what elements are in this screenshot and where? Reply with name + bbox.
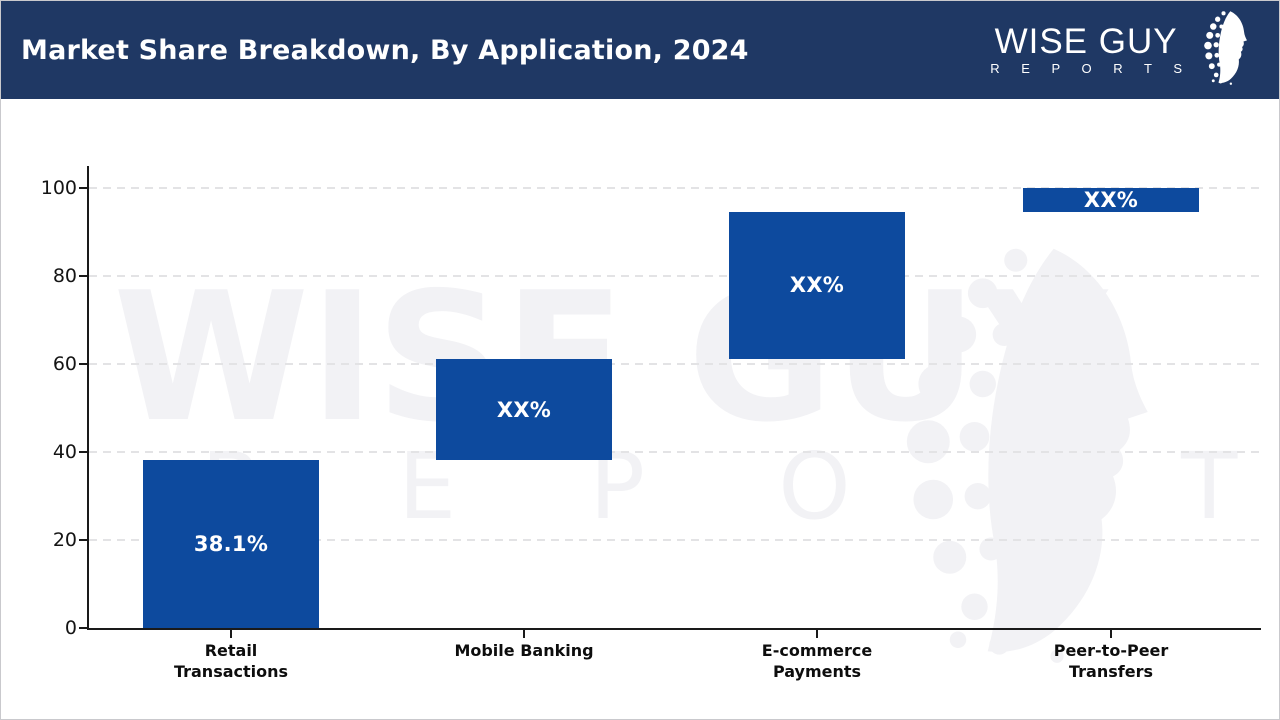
x-category-label: Peer-to-Peer Transfers <box>1053 641 1169 681</box>
y-axis-spine <box>87 166 89 630</box>
y-tick-label: 20 <box>52 529 77 551</box>
brand-logo: WISE GUY R E P O R T S <box>981 6 1269 94</box>
y-tick-label: 40 <box>52 441 77 463</box>
brand-wordmark: WISE GUY R E P O R T S <box>981 21 1191 77</box>
bar-value-label: XX% <box>496 397 552 422</box>
y-tick-mark <box>79 451 87 453</box>
y-tick-label: 80 <box>52 265 77 287</box>
bar: XX% <box>1023 188 1199 213</box>
brand-name: WISE GUY <box>994 21 1178 61</box>
header-bar: Market Share Breakdown, By Application, … <box>1 1 1279 99</box>
watermark-head-icon <box>906 248 1148 663</box>
bar-value-label: XX% <box>1083 188 1139 213</box>
y-tick-mark <box>79 187 87 189</box>
x-tick-mark <box>1110 630 1112 638</box>
x-category-label: Mobile Banking <box>454 641 594 660</box>
gridline <box>89 451 1259 453</box>
bar-value-label: 38.1% <box>193 532 269 557</box>
gridline <box>89 187 1259 189</box>
bar: XX% <box>729 212 905 359</box>
y-tick-mark <box>79 275 87 277</box>
x-tick-mark <box>523 630 525 638</box>
bar: 38.1% <box>143 460 319 628</box>
x-tick-mark <box>816 630 818 638</box>
y-tick-mark <box>79 539 87 541</box>
gridline <box>89 363 1259 365</box>
x-tick-mark <box>230 630 232 638</box>
y-tick-mark <box>79 627 87 629</box>
y-tick-label: 100 <box>40 177 77 199</box>
y-tick-label: 0 <box>64 617 77 639</box>
bar-value-label: XX% <box>789 273 845 298</box>
gridline <box>89 275 1259 277</box>
y-tick-label: 60 <box>52 353 77 375</box>
gridline <box>89 539 1259 541</box>
x-category-label: Retail Transactions <box>173 641 289 681</box>
x-category-label: E-commerce Payments <box>761 641 873 681</box>
x-axis-spine <box>87 628 1261 630</box>
brand-subname: R E P O R T S <box>990 60 1191 76</box>
chart-title: Market Share Breakdown, By Application, … <box>21 34 749 66</box>
bar: XX% <box>436 358 612 461</box>
wiseguy-head-icon <box>1204 11 1247 85</box>
y-tick-mark <box>79 363 87 365</box>
